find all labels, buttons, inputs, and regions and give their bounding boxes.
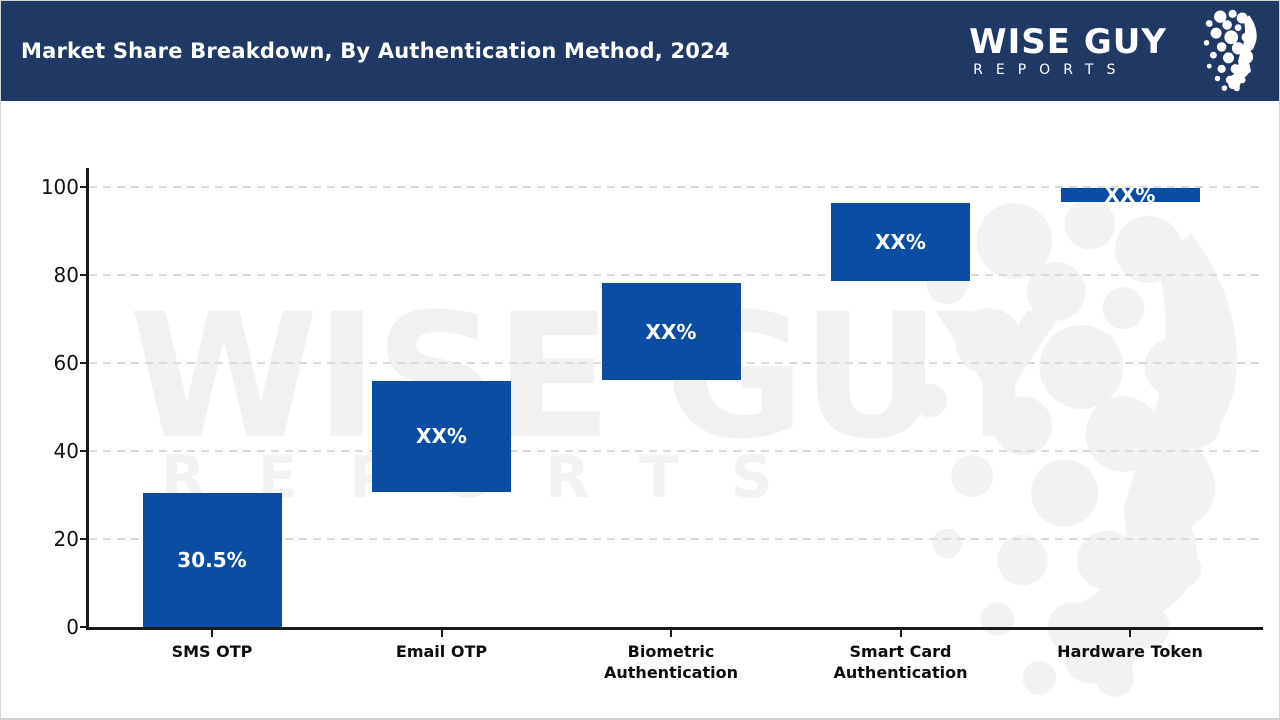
y-tick-mark <box>80 186 88 188</box>
bar-sms-otp: 30.5% <box>142 492 282 627</box>
y-tick-label: 80 <box>53 263 79 287</box>
x-tick-mark <box>211 630 213 637</box>
y-tick-mark <box>80 274 88 276</box>
gridline-100 <box>89 186 1263 188</box>
brand-subtitle: REPORTS <box>973 61 1129 78</box>
bar-value-label: XX% <box>645 319 697 344</box>
y-axis-spine <box>86 168 89 630</box>
background-watermark: WISE GUY REPORTS <box>1 101 1279 718</box>
header-bar: Market Share Breakdown, By Authenticatio… <box>1 1 1279 101</box>
y-tick-label: 40 <box>53 439 79 463</box>
x-category-label: Biometric Authentication <box>604 642 738 682</box>
gridline-40 <box>89 450 1263 452</box>
y-tick-label: 0 <box>66 615 79 639</box>
x-tick-mark <box>1129 630 1131 637</box>
bar-hardware-token: XX% <box>1060 183 1200 207</box>
brand-logo-text: WISE GUY REPORTS <box>969 25 1167 78</box>
bar-value-label: XX% <box>416 424 467 449</box>
x-category-label: Hardware Token <box>1057 642 1203 661</box>
x-tick-mark <box>670 630 672 637</box>
x-axis-spine <box>86 627 1263 630</box>
brand-logo: WISE GUY REPORTS <box>969 7 1279 95</box>
gridline-80 <box>89 274 1263 276</box>
bar-value-label: 30.5% <box>177 547 247 572</box>
x-category-label: Smart Card Authentication <box>833 642 968 682</box>
watermark-wordmark: WISE GUY <box>129 276 1061 477</box>
x-tick-mark <box>899 630 902 637</box>
x-category-label: Email OTP <box>395 642 488 661</box>
bar-biometric-authentication: XX% <box>601 282 741 381</box>
bar-smart-card-authentication: XX% <box>831 202 970 282</box>
bar-email-otp: XX% <box>372 381 511 492</box>
y-tick-mark <box>80 538 88 540</box>
gridline-20 <box>89 538 1263 540</box>
brand-name: WISE GUY <box>969 21 1167 62</box>
bar-value-label: XX% <box>1104 182 1156 207</box>
x-category-label: SMS OTP <box>171 642 253 661</box>
watermark-head-icon <box>913 199 1237 697</box>
y-tick-label: 60 <box>53 351 79 375</box>
bar-value-label: XX% <box>875 229 926 254</box>
y-tick-label: 100 <box>40 175 79 199</box>
x-tick-mark <box>440 630 443 637</box>
dotted-head-icon <box>1203 9 1257 92</box>
y-tick-mark <box>80 450 88 452</box>
y-tick-mark <box>80 626 88 628</box>
y-tick-mark <box>80 362 88 364</box>
chart-title: Market Share Breakdown, By Authenticatio… <box>21 39 730 63</box>
y-tick-label: 20 <box>53 527 79 551</box>
